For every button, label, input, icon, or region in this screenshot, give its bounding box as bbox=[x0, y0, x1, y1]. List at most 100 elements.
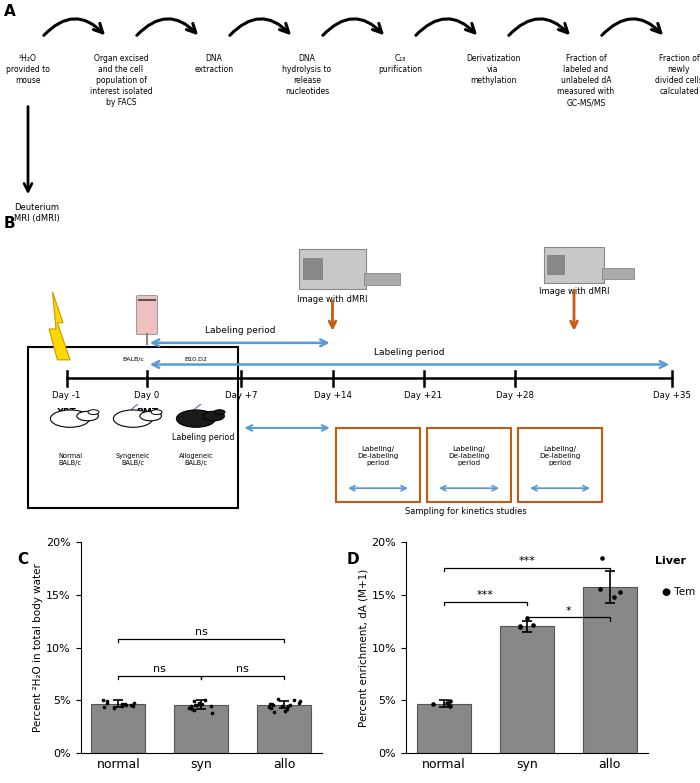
Point bbox=[205, 699, 216, 712]
Bar bbox=[28, 348, 238, 508]
Circle shape bbox=[203, 411, 225, 420]
Text: D: D bbox=[346, 552, 359, 567]
Point bbox=[596, 551, 608, 564]
Text: ns: ns bbox=[195, 627, 208, 637]
Bar bbox=[336, 428, 420, 502]
Bar bbox=[174, 705, 228, 753]
Point bbox=[444, 699, 456, 712]
Point bbox=[521, 612, 532, 624]
Point bbox=[285, 698, 296, 711]
Point bbox=[116, 699, 127, 712]
Circle shape bbox=[88, 410, 99, 414]
Point bbox=[427, 698, 438, 710]
Point bbox=[116, 698, 127, 710]
Y-axis label: Percent ²H₂O in total body water: Percent ²H₂O in total body water bbox=[33, 563, 43, 732]
Bar bbox=[518, 428, 602, 502]
Circle shape bbox=[140, 411, 162, 420]
Text: ns: ns bbox=[153, 664, 167, 674]
Point bbox=[514, 620, 526, 633]
Text: B: B bbox=[4, 216, 15, 231]
Bar bbox=[257, 705, 311, 753]
Point bbox=[288, 694, 300, 706]
Text: Deuterium
MRI (dMRI): Deuterium MRI (dMRI) bbox=[14, 204, 60, 222]
Bar bbox=[302, 258, 323, 280]
Text: Labeling/
De-labeling
period: Labeling/ De-labeling period bbox=[448, 446, 490, 466]
Point bbox=[514, 621, 525, 633]
Text: C₁₈
purification: C₁₈ purification bbox=[378, 54, 422, 74]
Point bbox=[185, 701, 196, 713]
Text: ²H₂O
provided to
mouse: ²H₂O provided to mouse bbox=[6, 54, 50, 85]
FancyBboxPatch shape bbox=[300, 248, 365, 289]
Point bbox=[197, 698, 208, 710]
Point bbox=[263, 701, 274, 713]
Point bbox=[269, 705, 280, 718]
Bar bbox=[92, 704, 146, 753]
Text: Derivatization
via
methylation: Derivatization via methylation bbox=[466, 54, 520, 85]
Point bbox=[293, 696, 304, 709]
Text: Fraction of
newly
divided cells
calculated: Fraction of newly divided cells calculat… bbox=[655, 54, 700, 96]
Point bbox=[265, 702, 276, 714]
FancyBboxPatch shape bbox=[545, 247, 603, 283]
Bar bbox=[427, 428, 511, 502]
FancyBboxPatch shape bbox=[364, 272, 400, 285]
Point bbox=[615, 585, 626, 597]
Text: Labeling/
De-labeling
period: Labeling/ De-labeling period bbox=[357, 446, 399, 466]
Text: Image with dMRI: Image with dMRI bbox=[298, 295, 368, 304]
Text: Day +21: Day +21 bbox=[405, 391, 442, 400]
Point bbox=[102, 696, 113, 709]
Point bbox=[127, 699, 139, 712]
Text: Sampling for kinetics studies: Sampling for kinetics studies bbox=[405, 507, 526, 516]
Bar bbox=[547, 255, 565, 275]
Point bbox=[272, 693, 284, 705]
Text: ***: *** bbox=[477, 590, 494, 600]
Text: DNA
extraction: DNA extraction bbox=[195, 54, 234, 74]
Text: Labeling period: Labeling period bbox=[172, 432, 234, 442]
Circle shape bbox=[151, 410, 162, 414]
Point bbox=[120, 698, 132, 711]
Point bbox=[282, 699, 293, 712]
Point bbox=[444, 695, 455, 708]
Text: Normal
BALB/c: Normal BALB/c bbox=[58, 453, 82, 466]
Point bbox=[281, 702, 293, 715]
Text: Liver: Liver bbox=[654, 556, 685, 566]
Text: Syngeneic
BALB/c: Syngeneic BALB/c bbox=[116, 453, 150, 466]
Point bbox=[191, 698, 202, 711]
Text: Day 0: Day 0 bbox=[134, 391, 160, 400]
Point bbox=[120, 698, 131, 710]
Point bbox=[97, 694, 108, 706]
Text: Fraction of
labeled and
unlabeled dA
measured with
GC-MS/MS: Fraction of labeled and unlabeled dA mea… bbox=[557, 54, 615, 107]
Text: B10.D2: B10.D2 bbox=[185, 357, 207, 362]
Text: DNA
hydrolysis to
release
nucleotides: DNA hydrolysis to release nucleotides bbox=[282, 54, 332, 96]
Text: BALB/c: BALB/c bbox=[122, 357, 144, 362]
Text: C: C bbox=[18, 552, 29, 567]
Point bbox=[102, 695, 113, 708]
Text: Day +35: Day +35 bbox=[653, 391, 691, 400]
Circle shape bbox=[77, 411, 99, 420]
Point bbox=[98, 701, 109, 713]
Point bbox=[186, 702, 197, 715]
Point bbox=[594, 583, 606, 596]
Text: ns: ns bbox=[236, 664, 249, 674]
Point bbox=[206, 707, 218, 720]
Text: ***: *** bbox=[518, 556, 536, 566]
Point bbox=[125, 698, 136, 711]
Bar bbox=[582, 587, 636, 753]
FancyBboxPatch shape bbox=[136, 295, 158, 334]
Point bbox=[199, 694, 211, 706]
Point bbox=[193, 696, 204, 709]
Text: Image with dMRI: Image with dMRI bbox=[539, 287, 609, 296]
Y-axis label: Percent enrichment, dA (M+1): Percent enrichment, dA (M+1) bbox=[358, 568, 369, 727]
Text: Day +14: Day +14 bbox=[314, 391, 351, 400]
Text: Labeling period: Labeling period bbox=[374, 348, 444, 357]
Text: Labeling/
De-labeling
period: Labeling/ De-labeling period bbox=[539, 446, 581, 466]
Point bbox=[266, 698, 277, 710]
Circle shape bbox=[214, 410, 225, 414]
Circle shape bbox=[113, 410, 153, 428]
Point bbox=[189, 704, 200, 716]
Text: Allogeneic
BALB/c: Allogeneic BALB/c bbox=[178, 453, 214, 466]
Text: XRT: XRT bbox=[57, 408, 76, 417]
Point bbox=[276, 699, 288, 712]
Circle shape bbox=[176, 410, 216, 428]
Polygon shape bbox=[49, 292, 70, 360]
Point bbox=[186, 699, 197, 712]
